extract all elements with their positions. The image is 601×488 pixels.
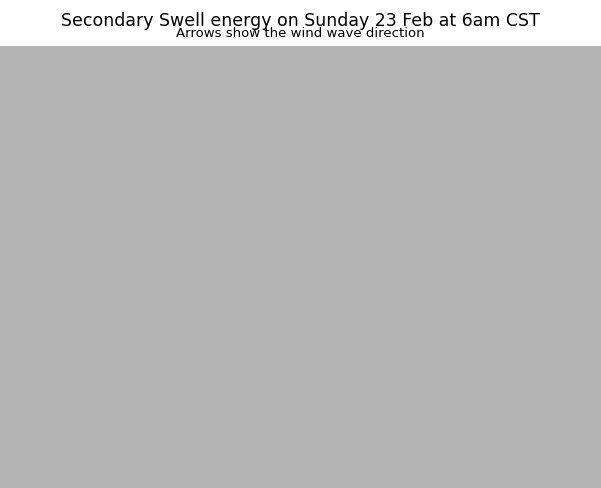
Text: Arrows show the wind wave direction: Arrows show the wind wave direction bbox=[176, 27, 425, 40]
Text: Secondary Swell energy on Sunday 23 Feb at 6am CST: Secondary Swell energy on Sunday 23 Feb … bbox=[61, 12, 540, 30]
